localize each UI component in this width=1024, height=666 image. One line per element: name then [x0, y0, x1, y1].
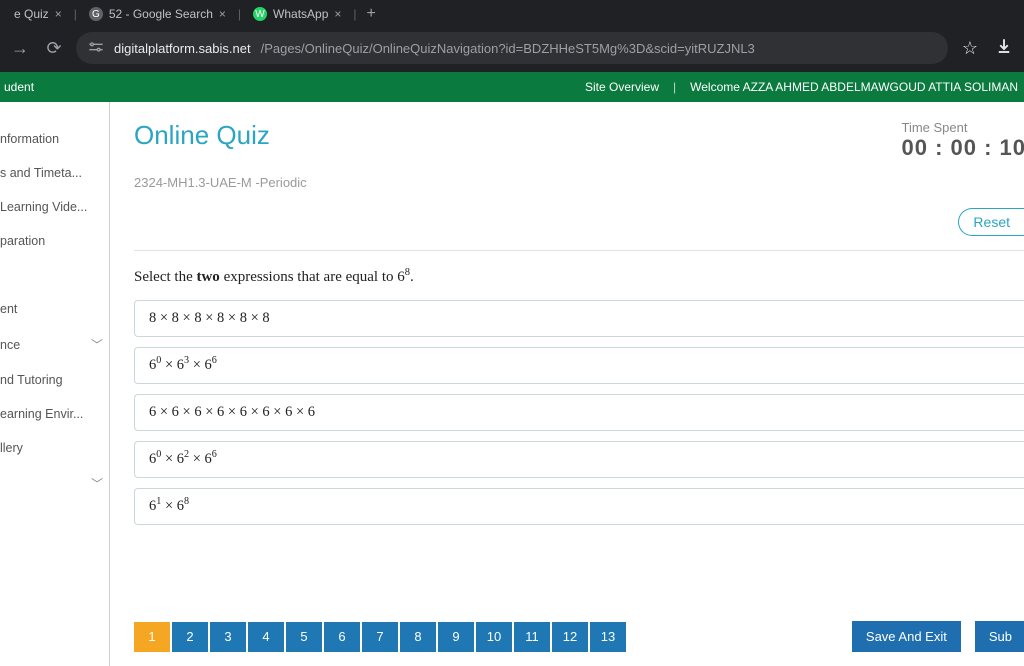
pager-page[interactable]: 2 [172, 622, 208, 652]
question-suffix1: expressions that are equal to 6 [220, 269, 405, 285]
header-left[interactable]: udent [0, 80, 34, 94]
pager-page[interactable]: 6 [324, 622, 360, 652]
forward-icon[interactable]: → [8, 38, 32, 59]
browser-chrome: e Quiz × | G 52 - Google Search × | W Wh… [0, 0, 1024, 72]
url-path: /Pages/OnlineQuiz/OnlineQuizNavigation?i… [261, 41, 755, 56]
pager-page[interactable]: 4 [248, 622, 284, 652]
pager-page[interactable]: 12 [552, 622, 588, 652]
browser-tab[interactable]: W WhatsApp × [243, 0, 351, 28]
sidebar-item[interactable]: Learning Vide... [0, 190, 109, 224]
sidebar-item-label: s and Timeta... [0, 166, 82, 180]
question-emph: two [196, 269, 219, 285]
site-overview-link[interactable]: Site Overview [585, 80, 659, 94]
sidebar-item-label: Learning Vide... [0, 200, 87, 214]
new-tab-button[interactable]: + [359, 5, 384, 23]
sidebar-item-label: nce [0, 338, 20, 352]
answer-option[interactable]: 60 × 63 × 66 [134, 347, 1024, 384]
pager-page[interactable]: 7 [362, 622, 398, 652]
tab-label: 52 - Google Search [109, 7, 213, 21]
answer-option[interactable]: 8 × 8 × 8 × 8 × 8 × 8 [134, 300, 1024, 337]
whatsapp-favicon-icon: W [253, 7, 267, 21]
browser-tab[interactable]: e Quiz × [4, 0, 72, 28]
sidebar-item-label: nformation [0, 132, 59, 146]
sidebar-item[interactable]: ent [0, 292, 109, 326]
sidebar-item[interactable]: nformation [0, 122, 109, 156]
answer-option[interactable]: 61 × 68 [134, 488, 1024, 525]
question-suffix2: . [410, 269, 414, 285]
question-prefix: Select the [134, 269, 196, 285]
sidebar-item-label: llery [0, 441, 23, 455]
tab-separator: | [236, 7, 243, 21]
close-icon[interactable]: × [219, 7, 226, 21]
submit-button[interactable]: Sub [975, 621, 1024, 652]
sidebar-item-label: ent [0, 302, 17, 316]
reset-button[interactable]: Reset [958, 208, 1024, 236]
url-host: digitalplatform.sabis.net [114, 41, 251, 56]
sidebar-item-label: nd Tutoring [0, 373, 63, 387]
reload-icon[interactable]: ⟳ [42, 38, 66, 59]
pager-page[interactable]: 8 [400, 622, 436, 652]
pager-page[interactable]: 10 [476, 622, 512, 652]
sidebar-item[interactable]: ﹀ [0, 465, 109, 502]
answer-option[interactable]: 6 × 6 × 6 × 6 × 6 × 6 × 6 × 6 [134, 394, 1024, 431]
header-separator: | [673, 80, 676, 94]
sidebar-item-label: paration [0, 234, 45, 248]
welcome-user: Welcome AZZA AHMED ABDELMAWGOUD ATTIA SO… [690, 80, 1018, 94]
timer-panel: Time Spent 00 : 00 : 10 [901, 120, 1024, 161]
google-favicon-icon: G [89, 7, 103, 21]
answer-option[interactable]: 60 × 62 × 66 [134, 441, 1024, 478]
tab-separator: | [351, 7, 358, 21]
question-text: Select the two expressions that are equa… [134, 267, 1024, 286]
save-and-exit-button[interactable]: Save And Exit [852, 621, 961, 652]
chevron-down-icon: ﹀ [91, 475, 103, 492]
sidebar-item[interactable]: s and Timeta... [0, 156, 109, 190]
pager-page[interactable]: 3 [210, 622, 246, 652]
chevron-down-icon: ﹀ [91, 336, 103, 353]
divider [134, 250, 1024, 251]
sidebar-item[interactable]: paration [0, 224, 109, 258]
quiz-subtitle: 2324-MH1.3-UAE-M -Periodic [134, 175, 1024, 190]
answer-list: 8 × 8 × 8 × 8 × 8 × 8 60 × 63 × 66 6 × 6 ×… [134, 300, 1024, 525]
close-icon[interactable]: × [334, 7, 341, 21]
tab-label: WhatsApp [273, 7, 328, 21]
timer-value: 00 : 00 : 10 [901, 135, 1024, 161]
tab-separator: | [72, 7, 79, 21]
quiz-footer: 12345678910111213 Save And Exit Sub [134, 609, 1024, 666]
sidebar-item[interactable]: llery [0, 431, 109, 465]
close-icon[interactable]: × [55, 7, 62, 21]
pager-page[interactable]: 11 [514, 622, 550, 652]
app-body: nformation s and Timeta... Learning Vide..… [0, 102, 1024, 666]
sidebar-item[interactable]: earning Envir... [0, 397, 109, 431]
omnibox[interactable]: digitalplatform.sabis.net/Pages/OnlineQu… [76, 32, 948, 64]
tab-label: e Quiz [14, 7, 49, 21]
pager-page[interactable]: 9 [438, 622, 474, 652]
download-icon[interactable] [992, 37, 1016, 60]
sidebar-item[interactable]: nd Tutoring [0, 363, 109, 397]
bookmark-star-icon[interactable]: ☆ [958, 38, 982, 59]
sidebar-item[interactable]: nce ﹀ [0, 326, 109, 363]
pager-page[interactable]: 1 [134, 622, 170, 652]
browser-tab[interactable]: G 52 - Google Search × [79, 0, 236, 28]
sidebar: nformation s and Timeta... Learning Vide..… [0, 102, 110, 666]
platform-header: udent Site Overview | Welcome AZZA AHMED… [0, 72, 1024, 102]
main-content: Online Quiz Time Spent 00 : 00 : 10 2324… [110, 102, 1024, 666]
address-bar-row: → ⟳ digitalplatform.sabis.net/Pages/Onli… [0, 28, 1024, 72]
pager-page[interactable]: 5 [286, 622, 322, 652]
page-title: Online Quiz [134, 120, 270, 151]
tab-strip: e Quiz × | G 52 - Google Search × | W Wh… [0, 0, 1024, 28]
pager-page[interactable]: 13 [590, 622, 626, 652]
sidebar-item-label: earning Envir... [0, 407, 83, 421]
timer-label: Time Spent [901, 120, 1024, 135]
site-settings-icon[interactable] [88, 39, 104, 58]
question-pager: 12345678910111213 [134, 622, 626, 652]
